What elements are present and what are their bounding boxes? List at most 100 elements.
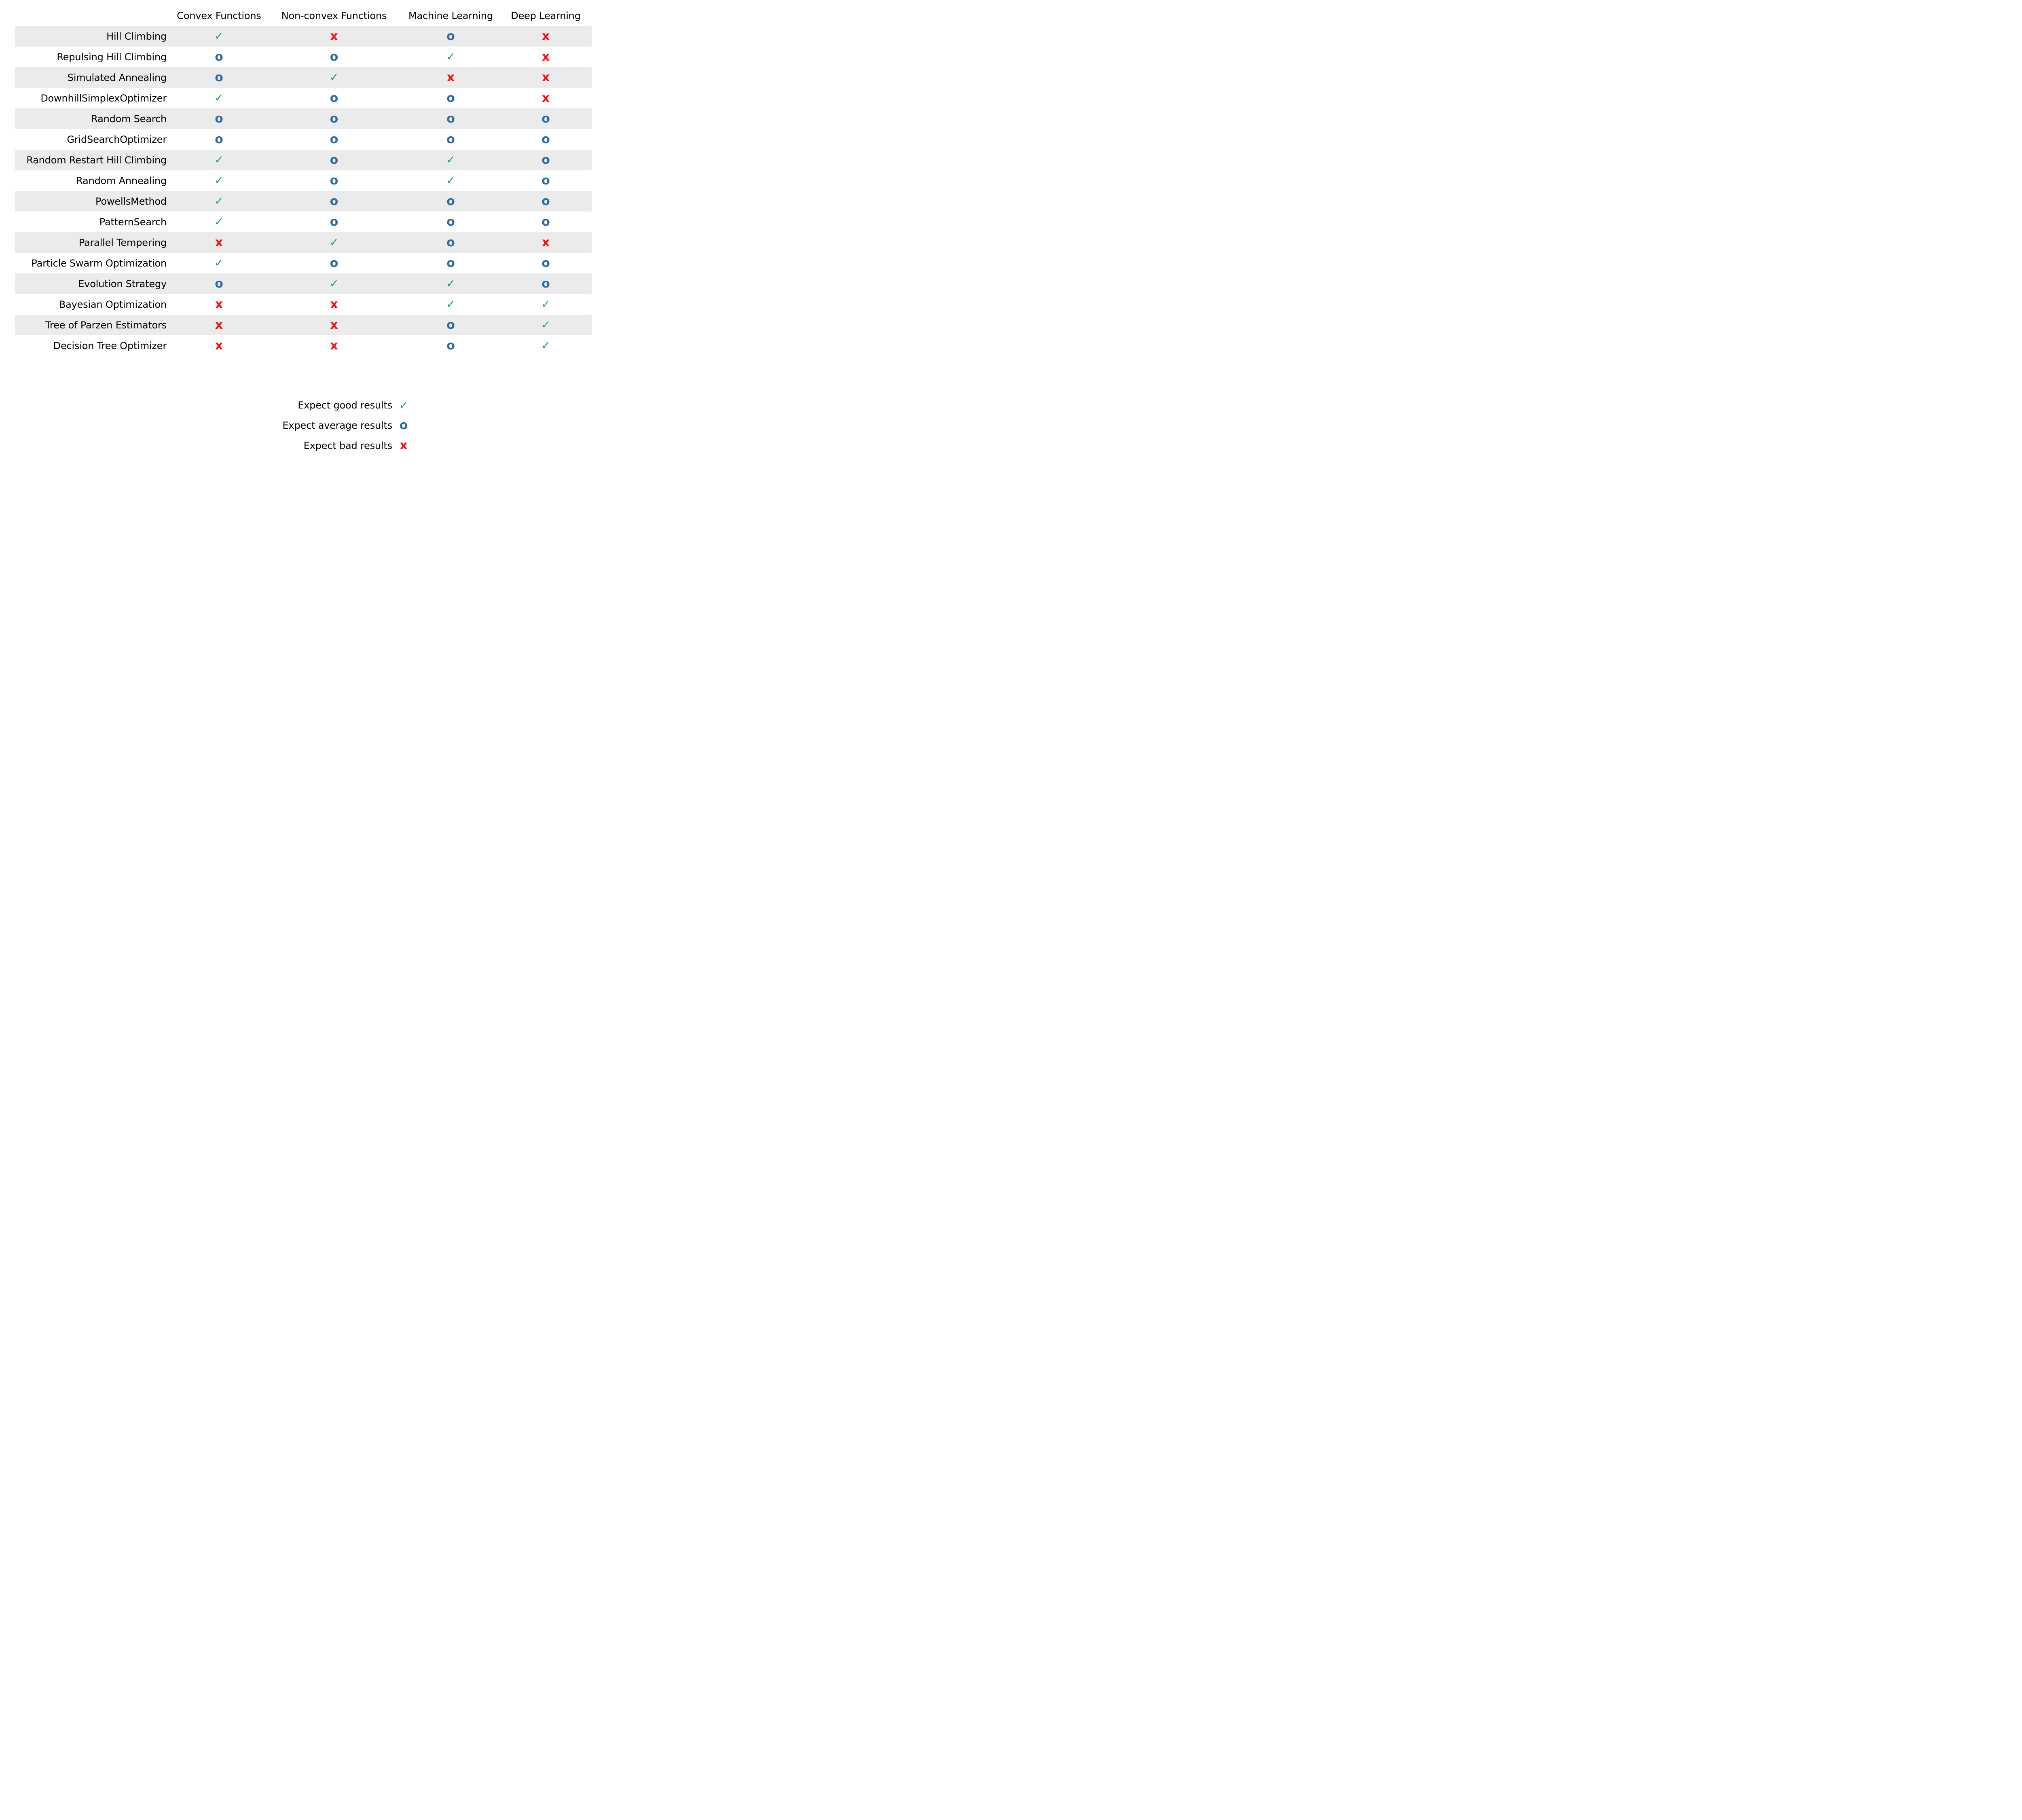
row-label: PatternSearch [99,216,167,228]
row-label: Particle Swarm Optimization [31,257,167,269]
average-o-icon: o [330,173,338,188]
table-cell: o [171,51,266,63]
average-o-icon: o [215,132,223,146]
bad-x-icon: x [330,338,338,353]
legend-label: Expect bad results [303,440,392,451]
bad-x-icon: x [330,297,338,311]
table-cell: ✓ [500,320,592,330]
bad-x-icon: x [541,91,550,105]
bad-x-icon: x [330,29,338,43]
check-icon: ✓ [214,154,224,166]
table-cell: ✓ [171,31,266,42]
table-row: PatternSearch ✓ o o o [15,212,592,232]
table-cell: o [171,133,266,146]
average-o-icon: o [446,338,455,353]
average-o-icon: o [446,91,455,105]
table-cell: ✓ [402,154,500,165]
table-cell: ✓ [402,299,500,310]
bad-x-icon: x [446,70,455,85]
bad-x-icon: x [330,317,338,332]
table-cell: x [266,30,402,42]
table-cell: x [266,319,402,331]
row-label: Evolution Strategy [78,278,167,290]
check-icon: ✓ [214,30,224,42]
bad-x-icon: x [400,438,408,453]
average-o-icon: o [215,111,223,126]
average-o-icon: o [446,214,455,229]
check-icon: ✓ [446,174,455,187]
bad-x-icon: x [215,235,223,250]
table-cell: o [402,216,500,228]
row-label: GridSearchOptimizer [67,133,167,145]
bad-x-icon: x [541,235,550,250]
table-cell: o [500,133,592,146]
row-label: Decision Tree Optimizer [53,340,167,351]
check-icon: ✓ [214,216,224,228]
legend-label: Expect average results [282,420,393,431]
table-cell: o [402,319,500,331]
table-cell: x [266,298,402,311]
row-label: Repulsing Hill Climbing [57,51,167,63]
table-cell: ✓ [266,278,402,289]
average-o-icon: o [446,132,455,146]
table-cell: o [171,276,266,291]
optimizer-suitability-table: Convex Functions Non-convex Functions Mach… [15,0,592,356]
average-o-icon: o [330,111,338,126]
table-cell: x [500,30,592,42]
average-o-icon: o [330,132,338,146]
legend-item: Expect bad results x [304,436,412,455]
average-o-icon: o [446,235,455,250]
table-cell: o [402,133,500,146]
table-body: Hill Climbing ✓ x o x Repulsing Hill Cli… [15,26,592,356]
average-o-icon: o [446,317,455,332]
table-row: GridSearchOptimizer o o o o [15,129,592,150]
table-cell: ✓ [266,72,402,83]
average-o-icon: o [330,214,338,229]
table-cell: o [402,257,500,269]
table-cell: ✓ [402,51,500,62]
average-o-icon: o [446,29,455,43]
check-icon: ✓ [214,174,224,187]
check-icon: ✓ [446,298,455,311]
row-label: Random Restart Hill Climbing [26,154,167,166]
average-o-icon: o [215,49,223,64]
table-row: Bayesian Optimization x x ✓ ✓ [15,294,592,315]
table-cell: ✓ [171,154,266,165]
table-row: Hill Climbing ✓ x o x [15,26,592,47]
table-cell: ✓ [171,258,266,269]
table-row: Random Restart Hill Climbing ✓ o ✓ o [15,150,592,170]
average-o-icon: o [541,194,550,208]
check-icon: ✓ [446,51,455,63]
table-cell: x [500,71,592,84]
table-row: Decision Tree Optimizer x x o ✓ [15,335,592,356]
table-cell: o [402,195,500,207]
table-header-row: Convex Functions Non-convex Functions Mach… [15,0,592,26]
check-icon: ✓ [214,257,224,269]
table-row: PowellsMethod ✓ o o o [15,191,592,212]
table-cell: ✓ [171,93,266,104]
table-cell: o [266,111,402,126]
average-o-icon: o [215,70,223,85]
average-o-icon: o [446,111,455,126]
check-icon: ✓ [541,298,550,311]
table-row: Repulsing Hill Climbing o o ✓ x [15,47,592,67]
legend-item: Expect good results ✓ [298,395,412,415]
table-cell: o [171,111,266,126]
table-cell: o [402,30,500,42]
optimizer-suitability-figure: Convex Functions Non-convex Functions Mach… [0,0,607,455]
row-label: Random Annealing [76,175,167,186]
column-header-1: Convex Functions [177,10,261,21]
table-cell: o [402,111,500,126]
check-icon: ✓ [541,319,550,331]
check-icon: ✓ [329,71,339,84]
check-icon: ✓ [214,195,224,207]
average-o-icon: o [541,214,550,229]
average-o-icon: o [215,276,223,291]
row-label: DownhillSimplexOptimizer [40,92,167,104]
table-cell: o [500,216,592,228]
table-row: Tree of Parzen Estimators x x o ✓ [15,315,592,335]
row-label: Simulated Annealing [67,72,167,83]
check-icon: ✓ [541,339,550,352]
table-cell: x [171,298,266,311]
table-cell: o [266,195,402,207]
